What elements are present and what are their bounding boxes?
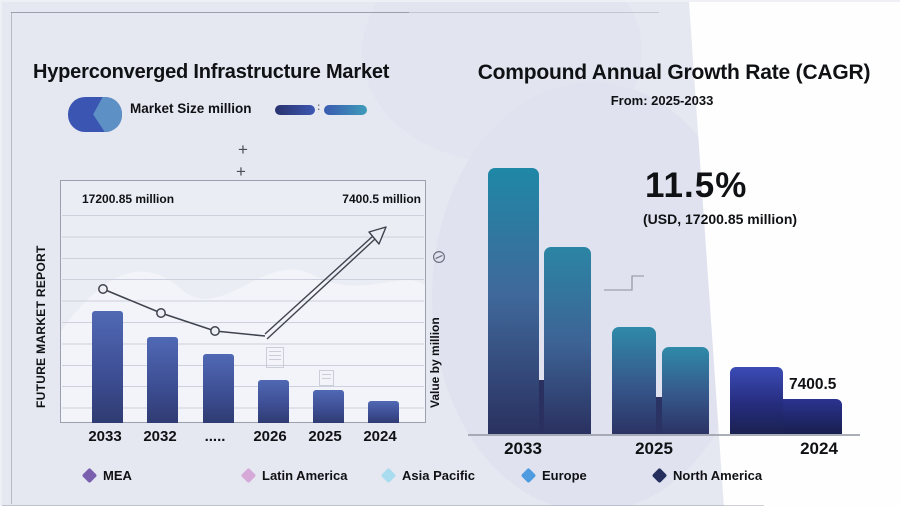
- legend-diamond-icon: [520, 467, 537, 484]
- trend-line-overlay: [98, 226, 387, 340]
- x-label-2025: 2025: [308, 428, 342, 445]
- gradient-pill-right-icon: [324, 105, 367, 115]
- market-bar-mid: [203, 354, 234, 423]
- cagr-bar-group-2033: [488, 168, 591, 434]
- document-watermark-icon: [266, 347, 284, 368]
- plus-mark-1: +: [238, 140, 248, 159]
- cagr-bar-2033-secondary: [544, 247, 591, 434]
- frame-top-line-light: [409, 12, 659, 13]
- bar-value-label: 7400.5: [789, 376, 837, 393]
- cagr-title: Compound Annual Growth Rate (CAGR): [477, 61, 871, 84]
- cagr-bar-2024-primary: [730, 367, 783, 434]
- circle-slash-icon: [432, 250, 446, 264]
- market-size-label: Market Size million: [130, 101, 252, 116]
- legend-label: Latin America: [262, 468, 348, 483]
- x-label-2033: 2033: [88, 428, 122, 445]
- x-label-2032: 2032: [143, 428, 177, 445]
- legend-item-latin-america: Latin America: [240, 467, 348, 484]
- x-label-mid: .....: [204, 428, 226, 445]
- cagr-bar-group-2025: [612, 327, 709, 434]
- step-line-watermark-icon: [604, 275, 644, 291]
- plus-mark-2: +: [236, 162, 246, 181]
- legend-item-europe: Europe: [520, 467, 587, 484]
- cagr-year-2033: 2033: [504, 439, 542, 458]
- gradient-pill-left-icon: [275, 105, 315, 115]
- cagr-bar-group-2024: [730, 367, 842, 434]
- legend-diamond-icon: [240, 467, 257, 484]
- legend-label: MEA: [103, 468, 132, 483]
- legend-item-north-america: North America: [651, 467, 763, 484]
- market-bar-2024: [368, 401, 399, 423]
- cagr-subtitle: From: 2025-2033: [610, 93, 714, 108]
- cagr-baseline: [468, 434, 860, 436]
- legend-label: Asia Pacific: [402, 468, 475, 483]
- legend-label: Europe: [542, 468, 587, 483]
- grid-watermark-icon: [319, 370, 334, 386]
- x-label-2024: 2024: [363, 428, 397, 445]
- cagr-note: (USD, 17200.85 million): [643, 211, 798, 227]
- market-size-chart-panel: 17200.85 million 7400.5 million: [60, 180, 426, 423]
- frame-top-line: [11, 12, 409, 13]
- logo-facet: [93, 97, 122, 132]
- legend-item-mea: MEA: [81, 467, 132, 484]
- market-size-logo-icon: [68, 97, 122, 132]
- legend-diamond-icon: [380, 467, 397, 484]
- frame-left-line: [11, 12, 12, 504]
- legend-item-asia-pacific: Asia Pacific: [380, 467, 475, 484]
- cagr-bar-2025-primary: [612, 327, 656, 434]
- pill-separator: :: [317, 102, 321, 113]
- cagr-bar-2024-secondary: [775, 399, 842, 434]
- cagr-year-2025: 2025: [635, 439, 673, 458]
- x-label-2026: 2026: [253, 428, 287, 445]
- page-title: Hyperconverged Infrastructure Market: [33, 61, 390, 83]
- annotation-left: 17200.85 million: [82, 192, 175, 206]
- cagr-bar-2033-primary: [488, 168, 539, 434]
- cagr-value: 11.5%: [645, 166, 748, 205]
- annotation-right: 7400.5 million: [342, 192, 421, 206]
- market-bar-2026: [258, 380, 289, 423]
- legend-diamond-icon: [651, 467, 668, 484]
- cagr-bar-2025-secondary: [662, 347, 709, 434]
- market-bar-2033: [92, 311, 123, 423]
- brand-vertical-watermark: FUTURE MARKET REPORT: [34, 245, 48, 408]
- cagr-year-2024: 2024: [800, 439, 838, 458]
- legend-label: North America: [673, 468, 763, 483]
- legend-diamond-icon: [81, 467, 98, 484]
- market-bar-2032: [147, 337, 178, 423]
- market-bar-2025: [313, 390, 344, 423]
- value-axis-label: Value by million: [428, 317, 442, 408]
